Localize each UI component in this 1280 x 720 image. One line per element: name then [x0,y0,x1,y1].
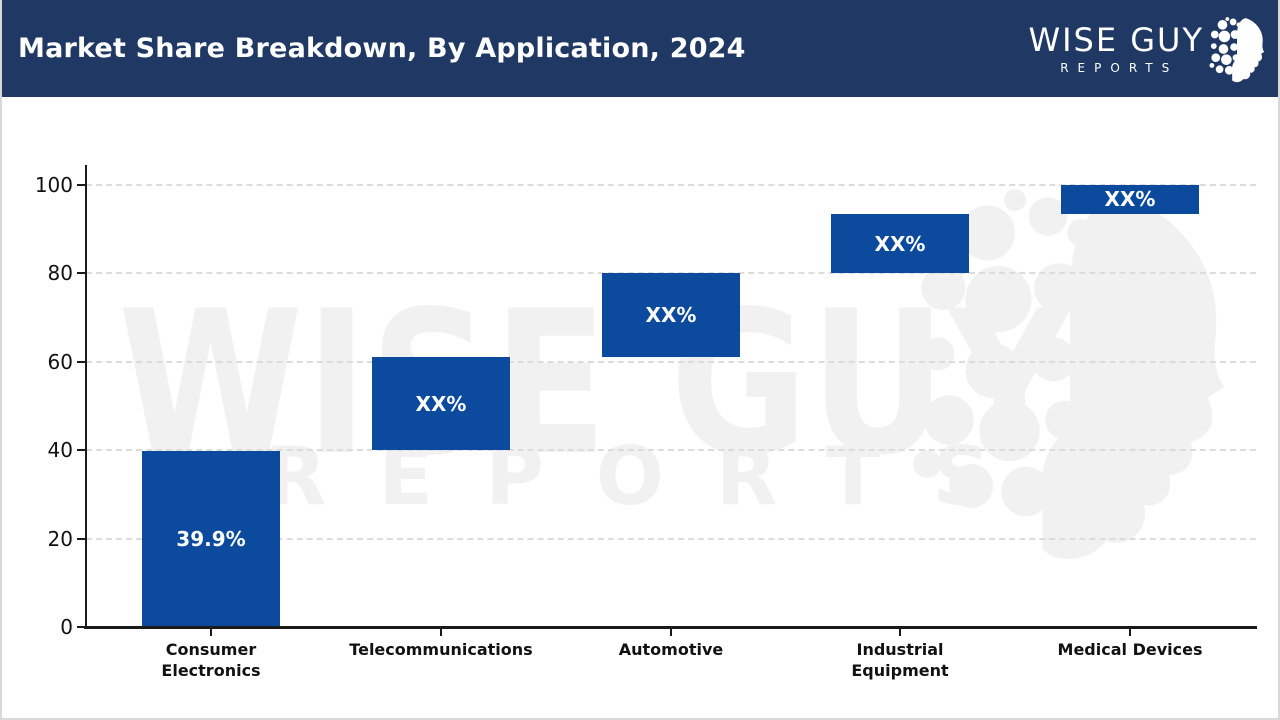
x-tick-mark [670,629,672,636]
brand-head-icon [1209,16,1265,82]
y-axis-line [85,165,87,628]
y-tick-label: 60 [47,349,73,374]
x-tick-mark [899,629,901,636]
y-tick-mark [77,272,85,275]
bar-value-label: 39.9% [176,526,246,551]
bar-value-label: XX% [415,391,467,416]
x-tick-mark [1129,629,1131,636]
gridline-y20 [86,537,1256,540]
x-tick-mark [210,629,212,636]
x-tick-mark [440,629,442,636]
brand-subname: REPORTS [1060,60,1179,75]
x-tick-label: Medical Devices [1057,640,1203,659]
x-tick-label: Telecommunications [349,640,533,659]
x-tick-label: Industrial Equipment [851,640,949,680]
gridline-y40 [86,449,1256,452]
header-bar: Market Share Breakdown, By Application, … [0,0,1280,97]
x-tick-label: Consumer Electronics [161,640,261,680]
y-tick-label: 20 [47,526,73,551]
x-tick-label: Automotive [618,640,724,659]
gridline-y60 [86,360,1256,363]
y-tick-mark [77,626,85,628]
chart-title: Market Share Breakdown, By Application, … [18,33,746,64]
bar-consumer-electronics: 39.9% [142,450,280,627]
y-tick-label: 0 [60,615,73,639]
bar-value-label: XX% [1104,187,1156,212]
gridline-y100 [86,184,1256,186]
brand-name: WISE GUY [1028,20,1204,59]
brand-logo: WISE GUY REPORTS [1028,15,1266,83]
y-tick-mark [77,537,85,540]
bar-value-label: XX% [645,303,697,328]
y-tick-label: 100 [34,173,73,197]
y-tick-mark [77,449,85,452]
y-tick-label: 40 [47,438,73,463]
brand-logo-text: WISE GUY REPORTS [1028,24,1204,74]
y-tick-label: 80 [47,261,73,286]
bar-automotive: XX% [602,273,740,358]
bar-value-label: XX% [874,231,926,256]
bar-industrial-equipment: XX% [831,213,969,274]
y-tick-mark [77,360,85,363]
x-axis-line [84,626,1257,629]
bar-telecommunications: XX% [372,357,510,451]
bar-medical-devices: XX% [1061,185,1199,214]
y-tick-mark [77,184,85,186]
